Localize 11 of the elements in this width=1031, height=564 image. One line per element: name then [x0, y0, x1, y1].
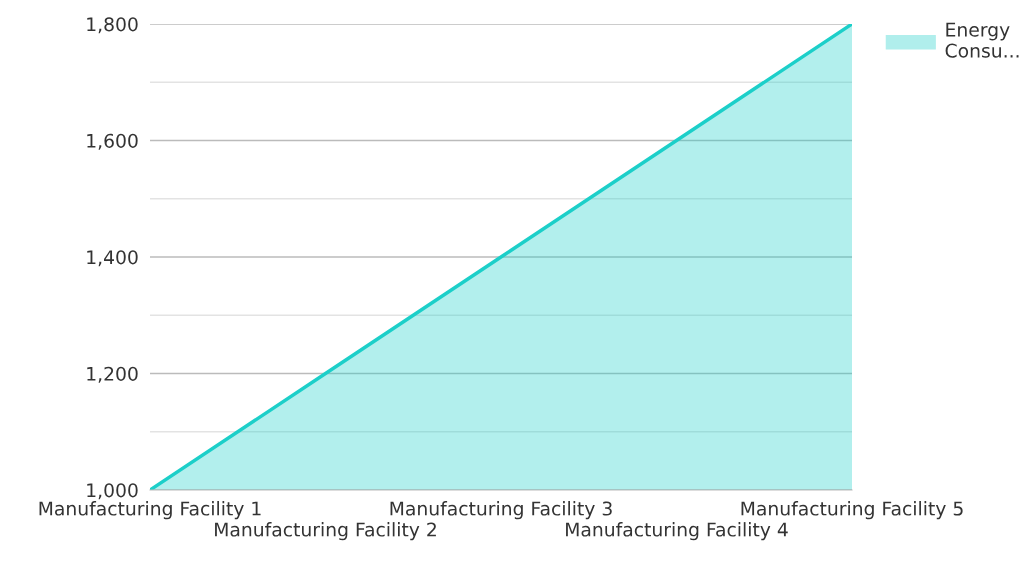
x-tick-label: Manufacturing Facility 3 [390, 501, 612, 520]
y-tick-label: 1,800 [87, 17, 138, 34]
legend-label: Energy Consu... [945, 22, 1019, 58]
x-tick-label: Manufacturing Facility 2 [215, 522, 436, 541]
y-tick-label: 1,600 [87, 133, 138, 150]
x-tick-label: Manufacturing Facility 1 [39, 501, 261, 520]
y-tick-label: 1,400 [87, 250, 138, 267]
y-tick-label: 1,000 [87, 483, 138, 500]
y-tick-label: 1,200 [87, 366, 138, 383]
x-tick-label: Manufacturing Facility 5 [741, 501, 963, 520]
x-tick-label: Manufacturing Facility 4 [566, 522, 788, 541]
